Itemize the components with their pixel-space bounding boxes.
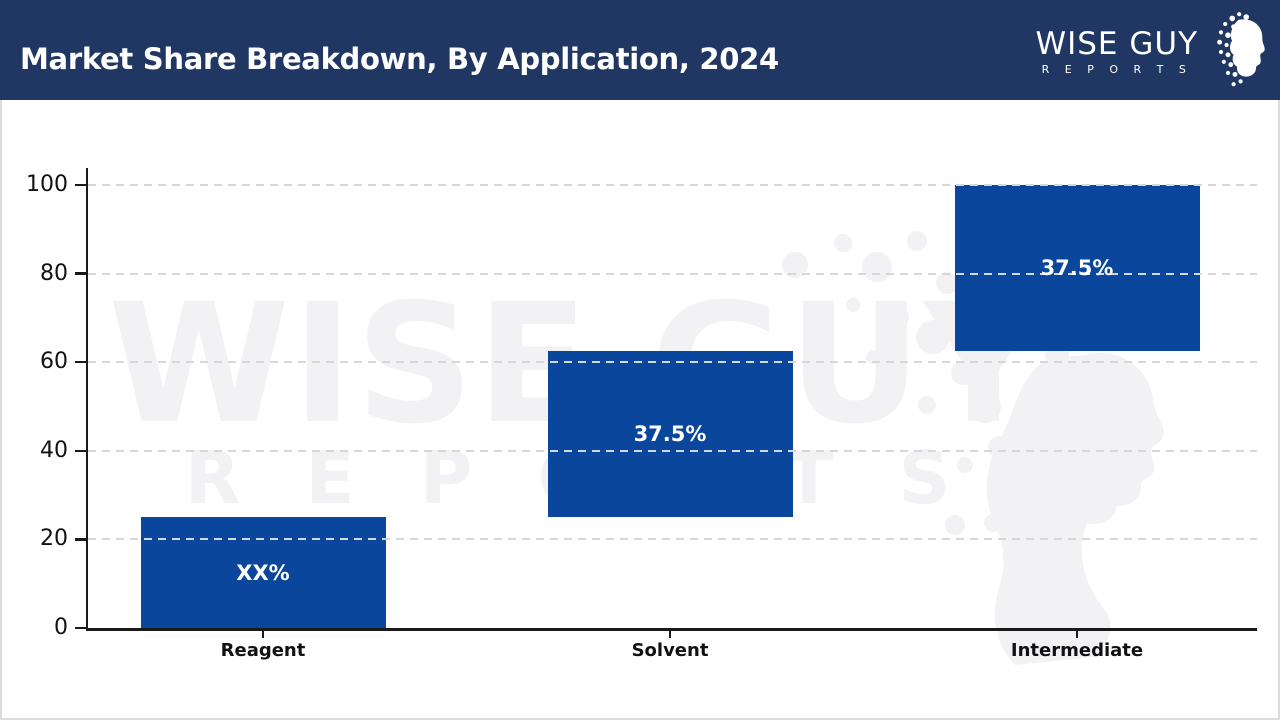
y-tick-mark <box>75 626 86 630</box>
brand-logo: WISE GUY R E P O R T S <box>1035 9 1270 95</box>
page-title: Market Share Breakdown, By Application, … <box>20 42 779 76</box>
gridline <box>88 184 1257 186</box>
y-tick-label: 60 <box>40 349 68 375</box>
brand-name: WISE GUY <box>1035 26 1198 62</box>
y-axis-line <box>85 168 88 631</box>
x-axis-category-label: Solvent <box>631 640 709 661</box>
gridline <box>88 538 1257 541</box>
y-tick-mark <box>75 272 86 275</box>
x-tick-mark <box>668 630 672 638</box>
y-tick-label: 20 <box>40 526 68 552</box>
header: Market Share Breakdown, By Application, … <box>0 0 1280 100</box>
y-tick-mark <box>75 449 86 453</box>
y-tick-mark <box>75 360 86 364</box>
gridline <box>88 361 1257 364</box>
bar-reagent <box>140 517 386 628</box>
bar-value-label: 37.5% <box>633 422 707 447</box>
y-tick-label: 100 <box>26 172 68 197</box>
x-axis-category-label: Intermediate <box>1010 640 1144 661</box>
x-tick-mark <box>261 630 265 638</box>
brand-face-icon <box>1217 12 1265 87</box>
brand-wordmark: WISE GUY R E P O R T S <box>1035 26 1198 76</box>
gridline <box>88 449 1257 452</box>
y-tick-mark <box>75 183 86 187</box>
x-axis-line <box>85 628 1257 631</box>
brand-subtitle: R E P O R T S <box>1041 63 1192 76</box>
y-tick-label: 40 <box>40 437 68 463</box>
bar-solvent <box>547 351 793 518</box>
x-axis-category-label: Reagent <box>220 640 306 661</box>
bar-value-label: XX% <box>236 560 290 585</box>
bar-value-label: 37.5% <box>1040 256 1114 281</box>
gridline <box>88 272 1257 275</box>
y-tick-label: 80 <box>40 260 68 286</box>
y-tick-label: 0 <box>54 615 68 640</box>
y-tick-mark <box>75 538 86 541</box>
x-tick-mark <box>1075 630 1079 638</box>
